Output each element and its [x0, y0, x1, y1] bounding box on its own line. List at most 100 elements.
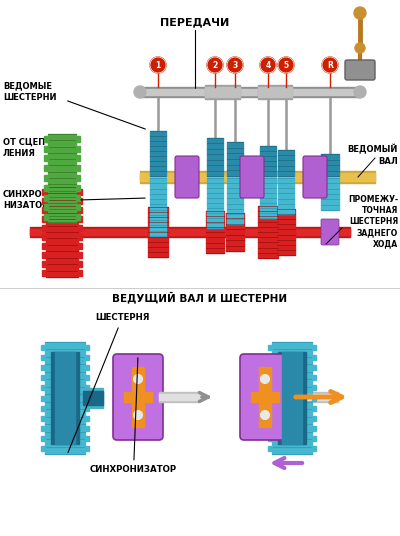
Bar [268, 396, 272, 400]
FancyBboxPatch shape [345, 60, 375, 80]
Bar [76, 175, 80, 181]
Bar [85, 365, 89, 370]
Bar [42, 197, 46, 204]
Bar [312, 426, 316, 431]
Bar [76, 214, 80, 220]
Bar [227, 142, 243, 176]
Text: ВЕДОМЫЕ
ШЕСТЕРНИ: ВЕДОМЫЕ ШЕСТЕРНИ [3, 81, 56, 102]
Bar [42, 206, 46, 212]
Bar [312, 345, 316, 349]
Bar [288, 394, 338, 400]
Bar [321, 178, 339, 210]
Bar [85, 416, 89, 421]
Text: 4: 4 [265, 61, 271, 70]
Bar [268, 426, 272, 431]
Bar [258, 85, 292, 99]
Bar [76, 146, 80, 152]
Bar [205, 85, 240, 99]
Bar [159, 394, 199, 400]
Bar [30, 227, 350, 237]
Bar [268, 345, 272, 349]
Bar [76, 185, 80, 191]
Bar [44, 195, 48, 200]
Bar [277, 209, 295, 255]
Bar [78, 270, 82, 276]
Circle shape [150, 57, 166, 73]
Bar [85, 345, 89, 349]
Circle shape [260, 57, 276, 73]
Bar [78, 234, 82, 240]
FancyBboxPatch shape [321, 219, 339, 245]
FancyBboxPatch shape [175, 156, 199, 198]
Bar [226, 213, 244, 251]
Circle shape [355, 43, 365, 53]
Text: 3: 3 [232, 61, 238, 70]
Circle shape [354, 7, 366, 19]
Bar [259, 367, 271, 427]
Text: СИНХРО-
НИЗАТОРЫ: СИНХРО- НИЗАТОРЫ [3, 190, 57, 211]
Text: ВЕДОМЫЙ
ВАЛ: ВЕДОМЫЙ ВАЛ [348, 144, 398, 166]
Bar [78, 215, 82, 221]
FancyBboxPatch shape [240, 354, 290, 440]
Bar [44, 175, 48, 181]
Bar [132, 367, 144, 427]
Bar [251, 392, 279, 402]
Bar [83, 391, 103, 405]
Bar [41, 426, 45, 431]
Bar [85, 426, 89, 431]
Bar [260, 178, 276, 218]
Bar [41, 396, 45, 400]
Bar [41, 355, 45, 360]
Text: 2: 2 [212, 61, 218, 70]
FancyBboxPatch shape [303, 156, 327, 198]
Bar [268, 436, 272, 441]
Bar [41, 446, 45, 451]
Circle shape [134, 375, 142, 383]
Bar [260, 146, 276, 176]
Bar [42, 225, 46, 230]
Bar [41, 416, 45, 421]
Circle shape [260, 375, 270, 383]
Circle shape [322, 57, 338, 73]
Bar [76, 136, 80, 142]
Bar [78, 197, 82, 204]
Bar [278, 178, 294, 214]
Circle shape [227, 57, 243, 73]
Bar [268, 446, 272, 451]
Bar [76, 204, 80, 210]
Bar [268, 406, 272, 411]
Bar [41, 365, 45, 370]
Bar [41, 406, 45, 411]
Text: ОТ СЦЕП-
ЛЕНИЯ: ОТ СЦЕП- ЛЕНИЯ [3, 138, 49, 159]
Bar [288, 392, 338, 402]
Text: R: R [327, 61, 333, 70]
Bar [78, 189, 82, 195]
Bar [42, 242, 46, 249]
Circle shape [134, 86, 146, 98]
Bar [44, 165, 48, 171]
Bar [42, 189, 46, 195]
Bar [85, 385, 89, 390]
Bar [85, 355, 89, 360]
Bar [42, 215, 46, 221]
Bar [46, 187, 78, 277]
Bar [51, 352, 79, 444]
Bar [85, 436, 89, 441]
Bar [76, 195, 80, 200]
Bar [312, 446, 316, 451]
Bar [78, 260, 82, 266]
Bar [42, 260, 46, 266]
Text: ПЕРЕДАЧИ: ПЕРЕДАЧИ [160, 17, 230, 27]
Bar [312, 375, 316, 380]
Circle shape [134, 411, 142, 420]
Text: ВЕДУЩИЙ ВАЛ И ШЕСТЕРНИ: ВЕДУЩИЙ ВАЛ И ШЕСТЕРНИ [112, 291, 288, 303]
Bar [30, 229, 350, 235]
Text: СИНХРОНИЗАТОР: СИНХРОНИЗАТОР [90, 358, 177, 474]
Bar [85, 406, 89, 411]
Text: ШЕСТЕРНЯ: ШЕСТЕРНЯ [68, 314, 149, 452]
Bar [207, 178, 223, 228]
Bar [206, 211, 224, 253]
Bar [41, 385, 45, 390]
Bar [312, 355, 316, 360]
Bar [42, 234, 46, 240]
